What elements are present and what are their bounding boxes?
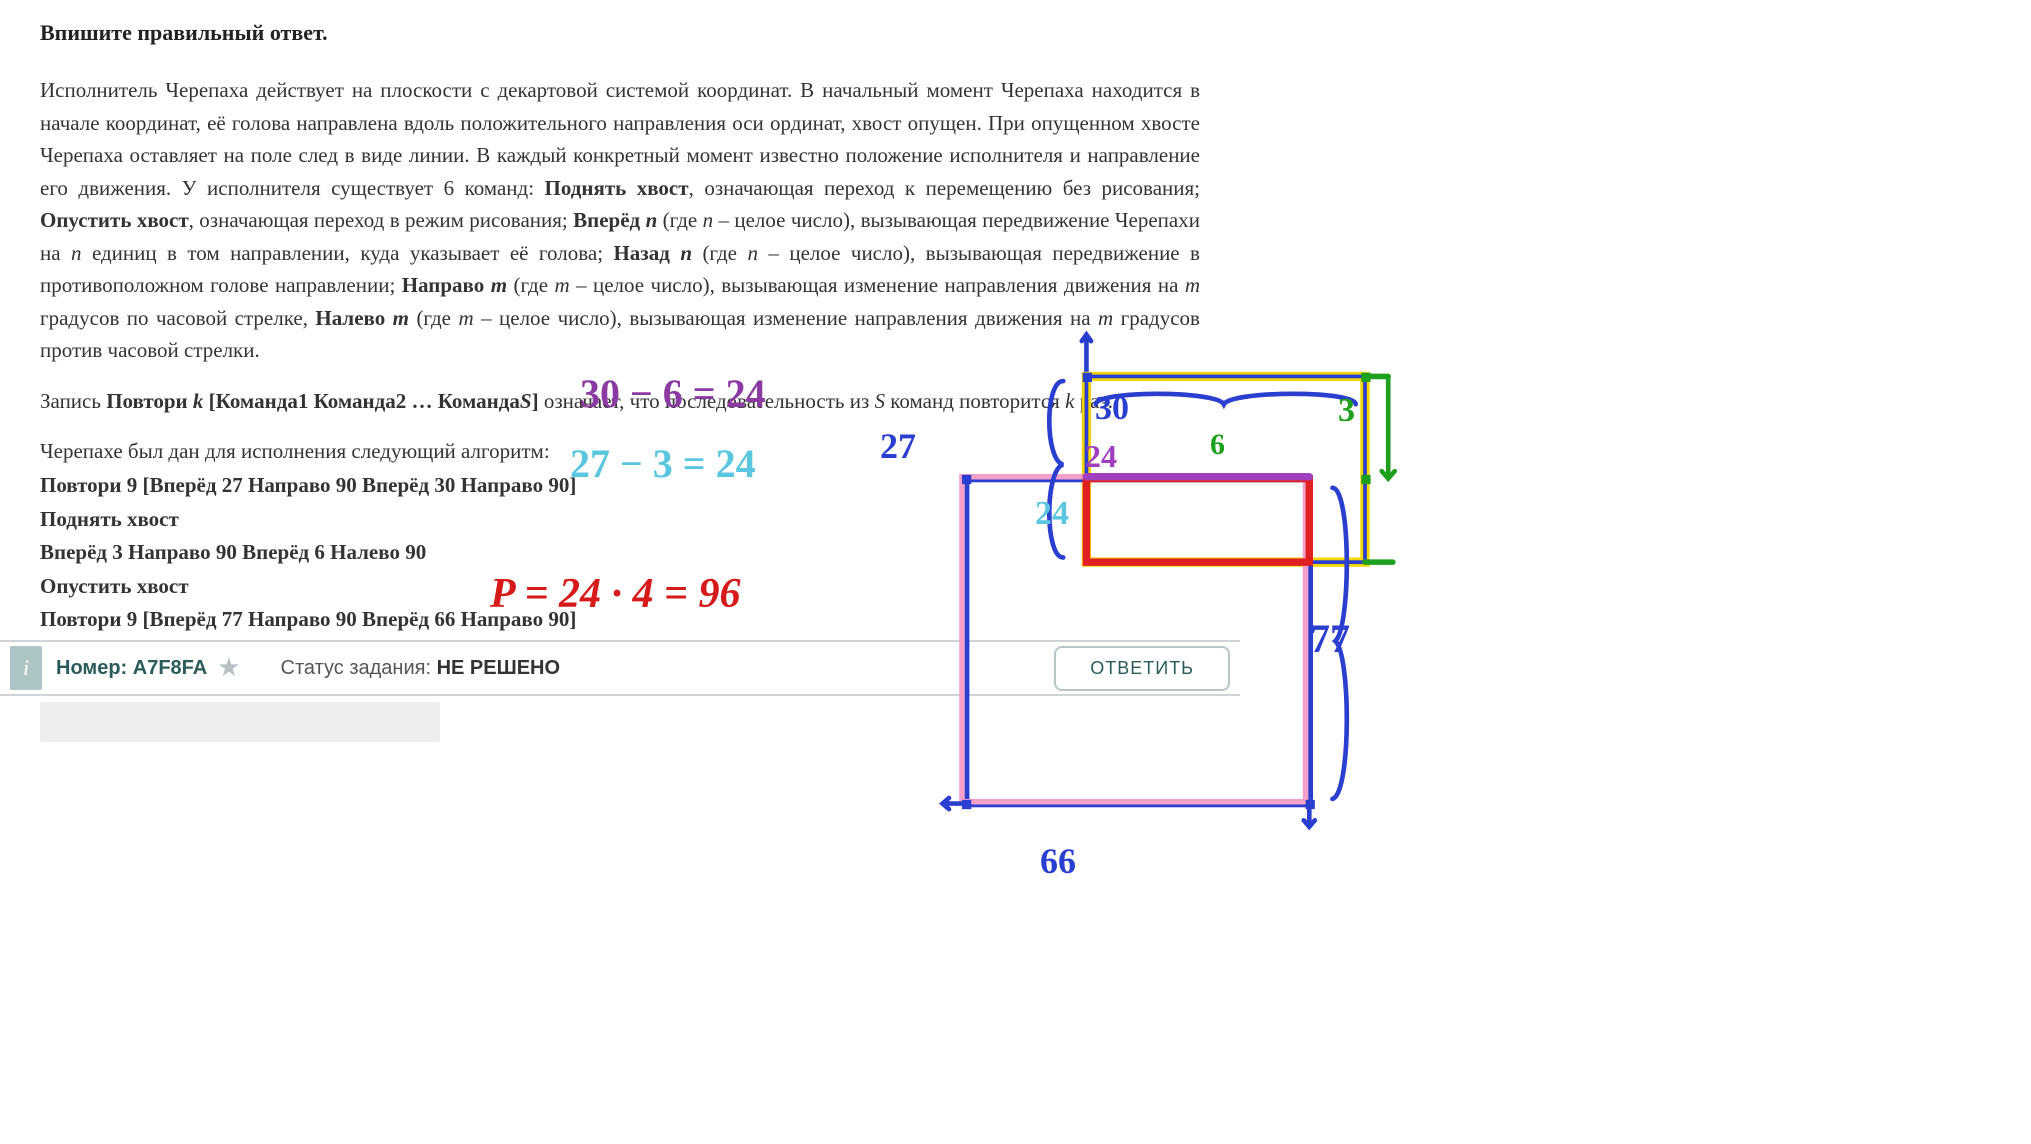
answer-input[interactable] bbox=[40, 702, 440, 742]
task-status: Статус задания: НЕ РЕШЕНО bbox=[281, 657, 561, 680]
dim-24-side: 24 bbox=[1035, 495, 1069, 533]
dim-24-top: 24 bbox=[1085, 438, 1117, 475]
task-number-label: Номер: bbox=[56, 657, 127, 679]
dim-3: 3 bbox=[1338, 392, 1355, 430]
status-value: НЕ РЕШЕНО bbox=[437, 657, 560, 679]
dim-30: 30 bbox=[1095, 390, 1129, 428]
dim-77: 77 bbox=[1310, 615, 1350, 662]
star-icon[interactable]: ★ bbox=[217, 653, 240, 683]
dim-6: 6 bbox=[1210, 428, 1225, 462]
dim-66: 66 bbox=[1040, 840, 1076, 882]
dim-27: 27 bbox=[880, 425, 916, 467]
hand-sketch: 30 27 24 24 6 3 77 66 bbox=[870, 330, 1470, 850]
task-number: Номер: A7F8FA bbox=[56, 657, 207, 680]
hand-calc-1: 30 − 6 = 24 bbox=[580, 370, 766, 417]
task-heading: Впишите правильный ответ. bbox=[40, 20, 1200, 46]
info-icon[interactable]: i bbox=[10, 646, 42, 690]
hand-calc-perimeter: P = 24 · 4 = 96 bbox=[490, 570, 740, 618]
status-label: Статус задания: bbox=[281, 657, 431, 679]
task-number-value: A7F8FA bbox=[133, 657, 207, 679]
hand-calc-2: 27 − 3 = 24 bbox=[570, 440, 756, 487]
task-description-1: Исполнитель Черепаха действует на плоско… bbox=[40, 74, 1200, 367]
